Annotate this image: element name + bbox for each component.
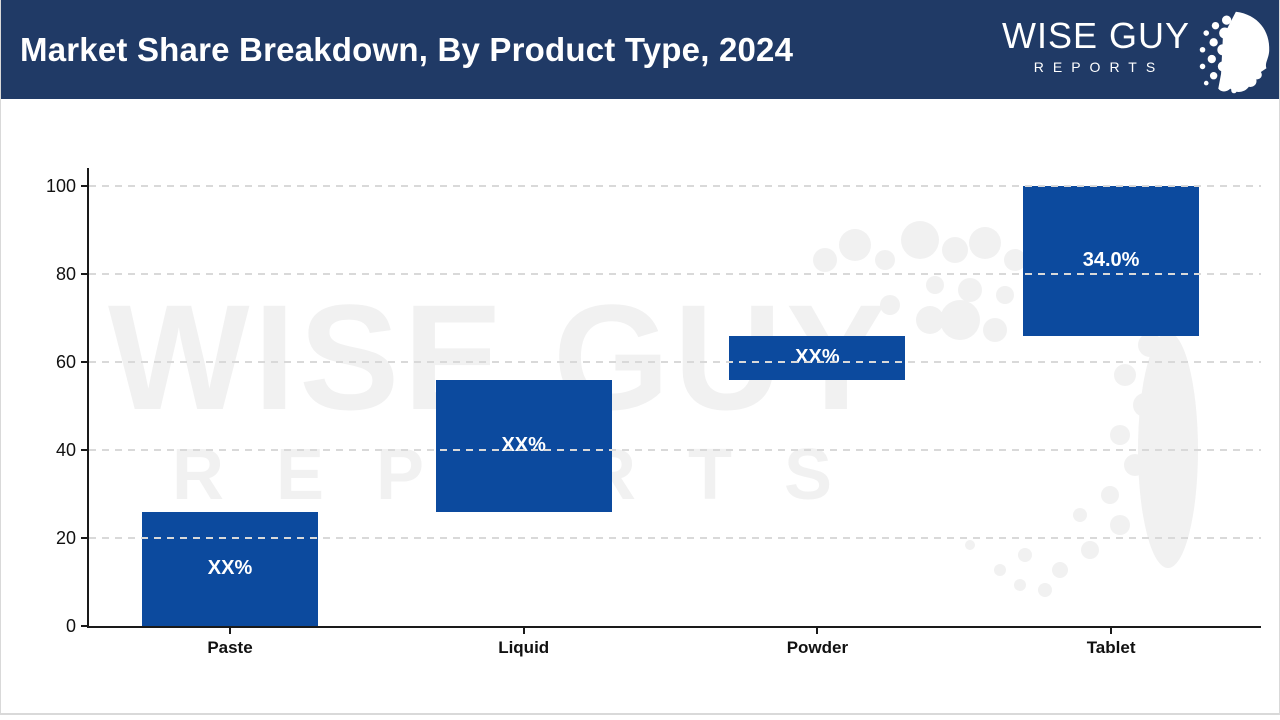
x-tick-label-liquid: Liquid bbox=[498, 638, 550, 657]
y-tick-label-20: 20 bbox=[55, 528, 76, 548]
bar-tablet: 34.0% bbox=[1023, 186, 1200, 336]
brand-logo: WISE GUY REPORTS bbox=[1002, 4, 1272, 96]
x-axis-line bbox=[87, 626, 1261, 628]
brand-logo-text: WISE GUY REPORTS bbox=[1001, 15, 1190, 76]
bar-value-label-tablet: 34.0% bbox=[1082, 249, 1140, 272]
gridline-60 bbox=[89, 361, 1261, 363]
header-bar: Market Share Breakdown, By Product Type,… bbox=[0, 0, 1280, 99]
x-tick-powder bbox=[816, 628, 819, 634]
x-tick-label-powder: Powder bbox=[786, 638, 849, 657]
y-tick-80 bbox=[81, 273, 87, 275]
bar-liquid: XX% bbox=[435, 379, 612, 512]
gridline-80 bbox=[89, 273, 1261, 275]
brand-face-icon bbox=[1199, 11, 1270, 94]
y-tick-0 bbox=[81, 625, 87, 627]
y-tick-100 bbox=[81, 185, 87, 187]
y-tick-label-40: 40 bbox=[55, 440, 76, 460]
x-tick-label-paste: Paste bbox=[207, 638, 253, 657]
y-tick-20 bbox=[81, 537, 87, 539]
y-tick-label-0: 0 bbox=[65, 616, 76, 636]
bar-paste: XX% bbox=[142, 511, 318, 626]
brand-logo-subtitle: REPORTS bbox=[1033, 59, 1165, 75]
bar-powder: XX% bbox=[729, 335, 906, 380]
y-tick-40 bbox=[81, 449, 87, 451]
y-tick-label-100: 100 bbox=[45, 176, 76, 196]
y-tick-label-60: 60 bbox=[55, 352, 76, 372]
gridline-40 bbox=[89, 449, 1261, 451]
gridline-20 bbox=[89, 537, 1261, 539]
x-tick-label-tablet: Tablet bbox=[1086, 638, 1136, 657]
x-tick-paste bbox=[229, 628, 231, 634]
x-tick-liquid bbox=[522, 628, 525, 634]
gridline-100 bbox=[89, 185, 1261, 187]
y-tick-60 bbox=[81, 361, 87, 363]
y-axis-line bbox=[87, 168, 89, 628]
y-tick-label-80: 80 bbox=[55, 264, 76, 284]
page-title: Market Share Breakdown, By Product Type,… bbox=[20, 30, 794, 68]
bar-value-label-powder: XX% bbox=[795, 346, 840, 369]
brand-logo-name: WISE GUY bbox=[1001, 15, 1190, 56]
bar-value-label-liquid: XX% bbox=[501, 434, 546, 457]
x-tick-tablet bbox=[1110, 628, 1113, 634]
bar-value-label-paste: XX% bbox=[207, 557, 253, 580]
